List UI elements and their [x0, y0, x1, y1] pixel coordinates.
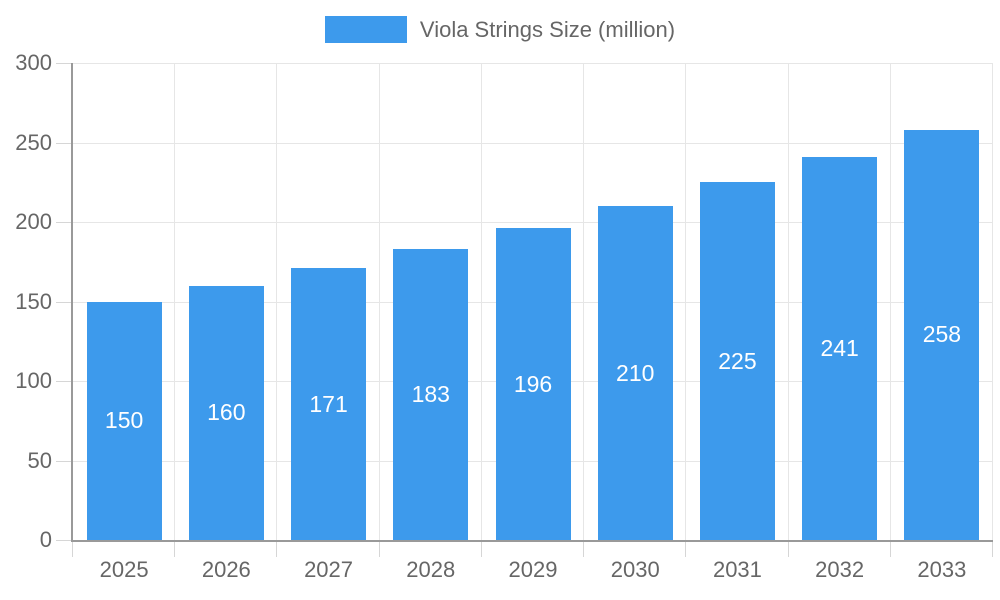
gridline-vertical: [174, 63, 176, 540]
gridline-horizontal: [73, 63, 993, 64]
gridline-vertical: [480, 63, 482, 540]
y-tick-label: 100: [15, 368, 52, 393]
bar-value-label: 150: [104, 407, 144, 434]
x-axis-tick: [685, 542, 687, 557]
y-axis-tick: [56, 540, 71, 541]
x-axis-tick: [480, 542, 482, 557]
y-axis-tick: [56, 222, 71, 223]
legend: Viola Strings Size (million): [0, 16, 1000, 43]
x-tick-label: 2025: [99, 557, 149, 582]
x-tick-label: 2030: [610, 557, 660, 582]
bar[interactable]: 241: [802, 156, 878, 540]
x-tick-label: 2031: [712, 557, 762, 582]
bar[interactable]: 171: [291, 268, 367, 540]
y-axis-tick: [56, 381, 71, 382]
x-tick-label: 2033: [917, 557, 967, 582]
bar-value-label: 210: [616, 359, 655, 386]
x-axis-tick: [583, 542, 585, 557]
bar-value-label: 258: [922, 321, 962, 348]
x-tick-label: 2027: [304, 557, 354, 582]
bar[interactable]: 160: [188, 285, 264, 540]
x-tick-label: 2032: [815, 557, 865, 582]
bar-value-label: 196: [513, 370, 553, 397]
x-tick-label: 2026: [201, 557, 251, 582]
x-axis-line: [71, 540, 993, 542]
gridline-vertical: [787, 63, 789, 540]
x-axis-tick: [174, 542, 176, 557]
x-axis-tick: [992, 542, 993, 557]
y-tick-label: 150: [15, 288, 52, 314]
gridline-vertical: [583, 63, 585, 540]
bar-value-label: 225: [718, 347, 757, 374]
bar-value-label: 241: [820, 334, 859, 361]
bar[interactable]: 225: [699, 182, 775, 540]
y-tick-label: 0: [39, 527, 52, 552]
gridline-vertical: [378, 63, 380, 540]
bar[interactable]: 183: [393, 249, 469, 540]
legend-item[interactable]: Viola Strings Size (million): [324, 16, 676, 43]
legend-label: Viola Strings Size (million): [419, 17, 676, 42]
x-tick-label: 2028: [406, 557, 456, 582]
gridline-vertical: [685, 63, 687, 540]
y-tick-label: 300: [15, 50, 52, 75]
bar-value-label: 171: [309, 390, 348, 417]
x-tick-label: 2029: [508, 557, 558, 582]
x-axis-tick: [378, 542, 380, 557]
bar-value-label: 160: [207, 399, 246, 426]
gridline-vertical: [889, 63, 891, 540]
y-axis-tick: [56, 63, 71, 64]
bar[interactable]: 258: [904, 129, 980, 540]
gridline-horizontal: [73, 222, 993, 223]
y-axis-line: [71, 63, 73, 542]
gridline-horizontal: [73, 142, 993, 144]
y-axis-tick: [56, 301, 71, 303]
gridline-vertical: [992, 63, 993, 540]
x-axis-tick: [72, 542, 73, 557]
y-tick-label: 250: [15, 129, 52, 155]
y-axis-tick: [56, 142, 71, 144]
gridline-vertical: [276, 63, 278, 540]
y-axis-tick: [56, 460, 71, 462]
y-tick-label: 200: [15, 209, 52, 234]
x-axis-tick: [276, 542, 278, 557]
bar[interactable]: 150: [86, 301, 162, 540]
y-tick-label: 50: [27, 447, 52, 473]
x-axis-tick: [787, 542, 789, 557]
bar[interactable]: 196: [495, 228, 571, 540]
legend-swatch: [324, 16, 407, 43]
x-axis-tick: [889, 542, 891, 557]
bar-value-label: 183: [411, 381, 450, 407]
bar[interactable]: 210: [597, 206, 673, 540]
